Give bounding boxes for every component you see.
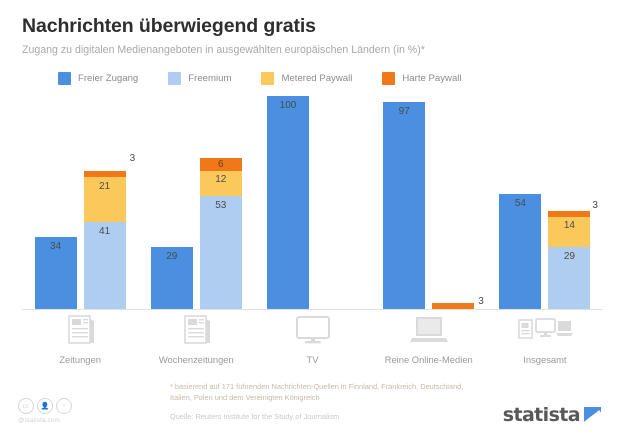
cc-icon: cc: [18, 398, 34, 414]
cc-domain-text: @statista.com: [18, 417, 60, 424]
bar-segment-freemium: 29: [548, 247, 591, 309]
bar-group-insgesamt: 54 3 14 29: [487, 96, 603, 309]
bar-paywall-stack[interactable]: 3 14 29: [548, 96, 598, 309]
legend-item-freier-zugang[interactable]: Freier Zugang: [58, 72, 138, 85]
chart-header: Nachrichten überwiegend gratis Zugang zu…: [22, 15, 601, 57]
chart-legend: Freier Zugang Freemium Metered Paywall H…: [58, 72, 492, 85]
page-title: Nachrichten überwiegend gratis: [22, 15, 316, 37]
chart-plot-area: 34 3 21 41 29 6 12 53: [22, 96, 603, 310]
bar-segment-freier-zugang: 54: [499, 193, 542, 309]
axis-cell-zeitungen: Zeitungen: [22, 312, 138, 374]
statista-logo-icon: [584, 406, 601, 424]
laptop-icon: [409, 312, 449, 348]
axis-cell-wochenzeitungen: Wochenzeitungen: [138, 312, 254, 374]
bar-paywall-stack[interactable]: 3 21 41: [83, 96, 135, 309]
bar-freier-zugang[interactable]: 100: [267, 96, 309, 309]
newspaper-icon: [63, 312, 97, 348]
statista-brand[interactable]: statista: [503, 404, 601, 426]
legend-label: Freier Zugang: [78, 73, 139, 84]
cc-by-icon: 👤: [37, 398, 53, 414]
creative-commons-block: cc 👤 = @statista.com: [18, 398, 72, 424]
bar-group-reine-online-medien: 97 3: [371, 96, 487, 309]
bar-segment-metered-paywall: 14: [548, 217, 591, 248]
bar-segment-harte-paywall: [83, 170, 126, 177]
bar-segment-metered-paywall: 12: [199, 170, 242, 197]
cc-badge-row: cc 👤 =: [18, 398, 72, 414]
bar-freier-zugang[interactable]: 54: [499, 96, 542, 309]
chart-footnote: * basierend auf 171 führenden Nachrichte…: [170, 382, 464, 402]
axis-label: Zeitungen: [59, 354, 101, 365]
bar-segment-freier-zugang: 34: [34, 236, 77, 309]
bar-freier-zugang[interactable]: 97: [383, 96, 426, 309]
axis-label: Wochenzeitungen: [158, 354, 234, 365]
brand-name: statista: [502, 404, 581, 426]
bar-segment-freemium: 41: [83, 221, 126, 309]
bar-paywall-stack-empty: [316, 96, 358, 309]
axis-cell-reine-online-medien: Reine Online-Medien: [371, 312, 487, 374]
bar-segment-harte-paywall: 6: [199, 157, 242, 171]
legend-swatch-icon: [382, 72, 396, 85]
bar-groups: 34 3 21 41 29 6 12 53: [22, 96, 603, 309]
axis-label: TV: [306, 354, 319, 365]
legend-label: Harte Paywall: [402, 73, 462, 84]
bar-freier-zugang[interactable]: 34: [34, 96, 77, 309]
bar-segment-freier-zugang: 97: [383, 102, 426, 309]
bar-freier-zugang[interactable]: 29: [150, 96, 193, 309]
bar-segment-freemium: 53: [199, 196, 242, 309]
bar-group-tv: 100: [254, 96, 370, 309]
legend-item-metered-paywall[interactable]: Metered Paywall: [261, 72, 352, 85]
bar-segment-harte-paywall: [548, 211, 591, 218]
bar-paywall-stack[interactable]: 3: [432, 96, 484, 309]
cc-nd-icon: =: [56, 398, 72, 414]
bar-segment-freier-zugang: 100: [267, 96, 309, 309]
multi-device-icon: [517, 312, 573, 348]
legend-swatch-icon: [261, 72, 275, 85]
chart-source: Quelle: Reuters Institute for the Study …: [170, 412, 340, 421]
chart-subtitle: Zugang zu digitalen Medienangeboten in a…: [22, 44, 425, 57]
legend-swatch-icon: [168, 72, 182, 85]
bar-label-harte-paywall: 3: [592, 200, 598, 212]
bar-group-zeitungen: 34 3 21 41: [22, 96, 138, 309]
legend-item-freemium[interactable]: Freemium: [168, 72, 231, 85]
bar-label-harte-paywall: 3: [129, 153, 136, 165]
axis-cell-tv: TV: [254, 312, 370, 374]
tv-monitor-icon: [294, 312, 332, 348]
category-axis: Zeitungen Wochenzeitungen: [22, 312, 603, 374]
legend-label: Metered Paywall: [281, 73, 353, 84]
axis-cell-insgesamt: Insgesamt: [487, 312, 603, 374]
newspaper-icon: [179, 312, 213, 348]
axis-label: Insgesamt: [523, 354, 567, 365]
bar-label-harte-paywall: 3: [478, 295, 484, 307]
bar-segment-harte-paywall: [432, 302, 475, 309]
axis-label: Reine Online-Medien: [384, 354, 473, 365]
bar-group-wochenzeitungen: 29 6 12 53: [138, 96, 254, 309]
bar-segment-freier-zugang: 29: [150, 247, 193, 309]
bar-segment-metered-paywall: 21: [83, 176, 126, 222]
legend-label: Freemium: [188, 73, 232, 84]
legend-swatch-icon: [58, 72, 71, 85]
legend-item-harte-paywall[interactable]: Harte Paywall: [382, 72, 462, 85]
axis-baseline: [22, 309, 603, 310]
bar-paywall-stack[interactable]: 6 12 53: [199, 96, 242, 309]
